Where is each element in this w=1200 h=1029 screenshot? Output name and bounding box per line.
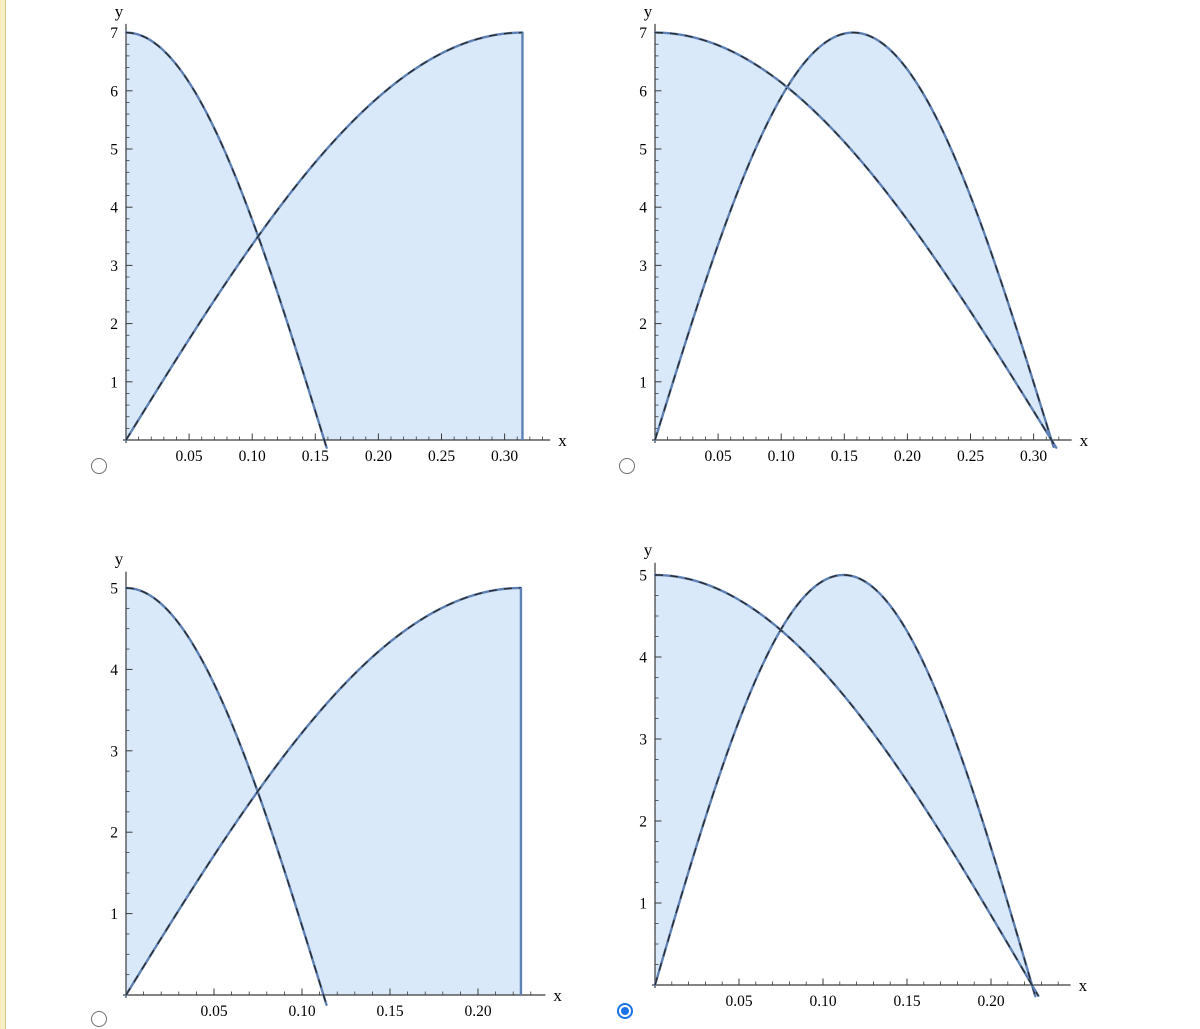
x-tick-label: 0.20: [365, 448, 392, 465]
x-tick-label: 0.10: [288, 1003, 315, 1020]
arch-curve-dash-overlay: [654, 31, 1055, 448]
arch-curve-dash-overlay: [654, 574, 1036, 997]
y-axis-label: y: [115, 2, 124, 21]
x-axis-label: x: [553, 986, 562, 1005]
y-tick-label: 7: [639, 25, 647, 42]
y-tick-label: 5: [639, 142, 647, 159]
y-tick-label: 3: [639, 258, 647, 275]
x-tick-label: 0.25: [957, 448, 984, 465]
x-axis-label: x: [558, 431, 567, 450]
y-axis-label: y: [644, 2, 653, 21]
falling-curve-dash-overlay: [655, 574, 1039, 997]
option-d-radio[interactable]: [617, 1003, 633, 1019]
x-tick-label: 0.30: [491, 448, 518, 465]
x-tick-label: 0.10: [809, 993, 836, 1010]
rising-curve-dash-overlay: [125, 31, 523, 441]
option-a-plot: 0.05 0.10 0.15 0.20 0.25 0.30 1 2 3 4 5 6 7 x y: [84, 0, 596, 492]
option-b-radio[interactable]: [619, 458, 635, 474]
y-tick-label: 5: [110, 581, 118, 598]
option-b-plot: 0.05 0.10 0.15 0.20 0.25 0.30 1 2 3 4 5 6 7 x y: [613, 0, 1125, 492]
shaded-region: [126, 588, 521, 995]
y-tick-label: 3: [639, 732, 647, 749]
y-tick-label: 4: [110, 662, 118, 679]
y-tick-label: 4: [639, 200, 647, 217]
x-tick-label: 0.05: [200, 1003, 227, 1020]
y-tick-label: 6: [110, 83, 118, 100]
y-tick-label: 6: [639, 83, 647, 100]
x-axis-label: x: [1079, 976, 1088, 995]
x-tick-label: 0.30: [1020, 448, 1047, 465]
y-tick-label: 2: [639, 316, 647, 333]
y-tick-label: 1: [639, 374, 647, 391]
y-tick-label: 7: [110, 25, 118, 42]
option-a-radio[interactable]: [91, 458, 107, 474]
falling-curve-dash-overlay: [125, 31, 328, 448]
option-d-plot-svg: 0.05 0.10 0.15 0.20 1 2 3 4 5 x y: [639, 541, 1088, 1011]
tick-labels: 0.05 0.10 0.15 0.20 1 2 3 4 5: [110, 581, 492, 1021]
y-axis-label: y: [115, 550, 124, 569]
falling-curve-dash-overlay: [125, 587, 328, 1005]
ticks: [655, 32, 1060, 440]
option-c-plot-svg: 0.05 0.10 0.15 0.20 1 2 3 4 5 x y: [110, 550, 562, 1021]
x-tick-label: 0.15: [831, 448, 858, 465]
x-tick-label: 0.05: [725, 993, 752, 1010]
ticks: [126, 32, 543, 440]
y-tick-label: 1: [110, 906, 118, 923]
shaded-region: [655, 575, 1032, 985]
x-tick-label: 0.05: [176, 448, 203, 465]
axes: [123, 571, 546, 998]
tick-labels: 0.05 0.10 0.15 0.20 0.25 0.30 1 2 3 4 5 6 7: [639, 25, 1047, 465]
option-c-radio[interactable]: [91, 1011, 107, 1027]
option-b-plot-svg: 0.05 0.10 0.15 0.20 0.25 0.30 1 2 3 4 5 6 7 x y: [639, 2, 1089, 465]
y-tick-label: 2: [110, 825, 118, 842]
falling-curve-dash-overlay: [655, 31, 1057, 449]
y-tick-label: 1: [639, 896, 647, 913]
rising-curve-dash-overlay: [125, 587, 521, 996]
x-axis-label: x: [1080, 431, 1089, 450]
x-tick-label: 0.05: [705, 448, 732, 465]
tick-labels: 0.05 0.10 0.15 0.20 0.25 0.30 1 2 3 4 5 6 7: [110, 25, 518, 465]
x-tick-label: 0.10: [239, 448, 266, 465]
x-tick-label: 0.25: [428, 448, 455, 465]
y-tick-label: 4: [639, 650, 647, 667]
x-tick-label: 0.20: [977, 993, 1004, 1010]
axes: [652, 23, 1072, 443]
y-axis-label: y: [644, 541, 653, 560]
x-tick-label: 0.15: [893, 993, 920, 1010]
x-tick-label: 0.10: [768, 448, 795, 465]
x-tick-label: 0.15: [302, 448, 329, 465]
y-tick-label: 5: [110, 142, 118, 159]
option-d-plot: 0.05 0.10 0.15 0.20 1 2 3 4 5 x y: [613, 540, 1125, 1026]
option-c-plot: 0.05 0.10 0.15 0.20 1 2 3 4 5 x y: [84, 548, 596, 1026]
shaded-region: [655, 32, 1052, 440]
ticks: [126, 587, 532, 995]
y-tick-label: 5: [639, 568, 647, 585]
x-tick-label: 0.20: [894, 448, 921, 465]
option-a-plot-svg: 0.05 0.10 0.15 0.20 0.25 0.30 1 2 3 4 5 6 7 x y: [110, 2, 567, 465]
y-tick-label: 4: [110, 200, 118, 217]
page-edge-strip: [0, 0, 6, 1029]
tick-labels: 0.05 0.10 0.15 0.20 1 2 3 4 5: [639, 568, 1005, 1011]
axes: [652, 562, 1071, 988]
shaded-region: [126, 32, 523, 440]
y-tick-label: 2: [110, 316, 118, 333]
y-tick-label: 1: [110, 374, 118, 391]
y-tick-label: 3: [110, 258, 118, 275]
y-tick-label: 3: [110, 743, 118, 760]
x-tick-label: 0.20: [464, 1003, 491, 1020]
x-tick-label: 0.15: [376, 1003, 403, 1020]
y-tick-label: 2: [639, 814, 647, 831]
